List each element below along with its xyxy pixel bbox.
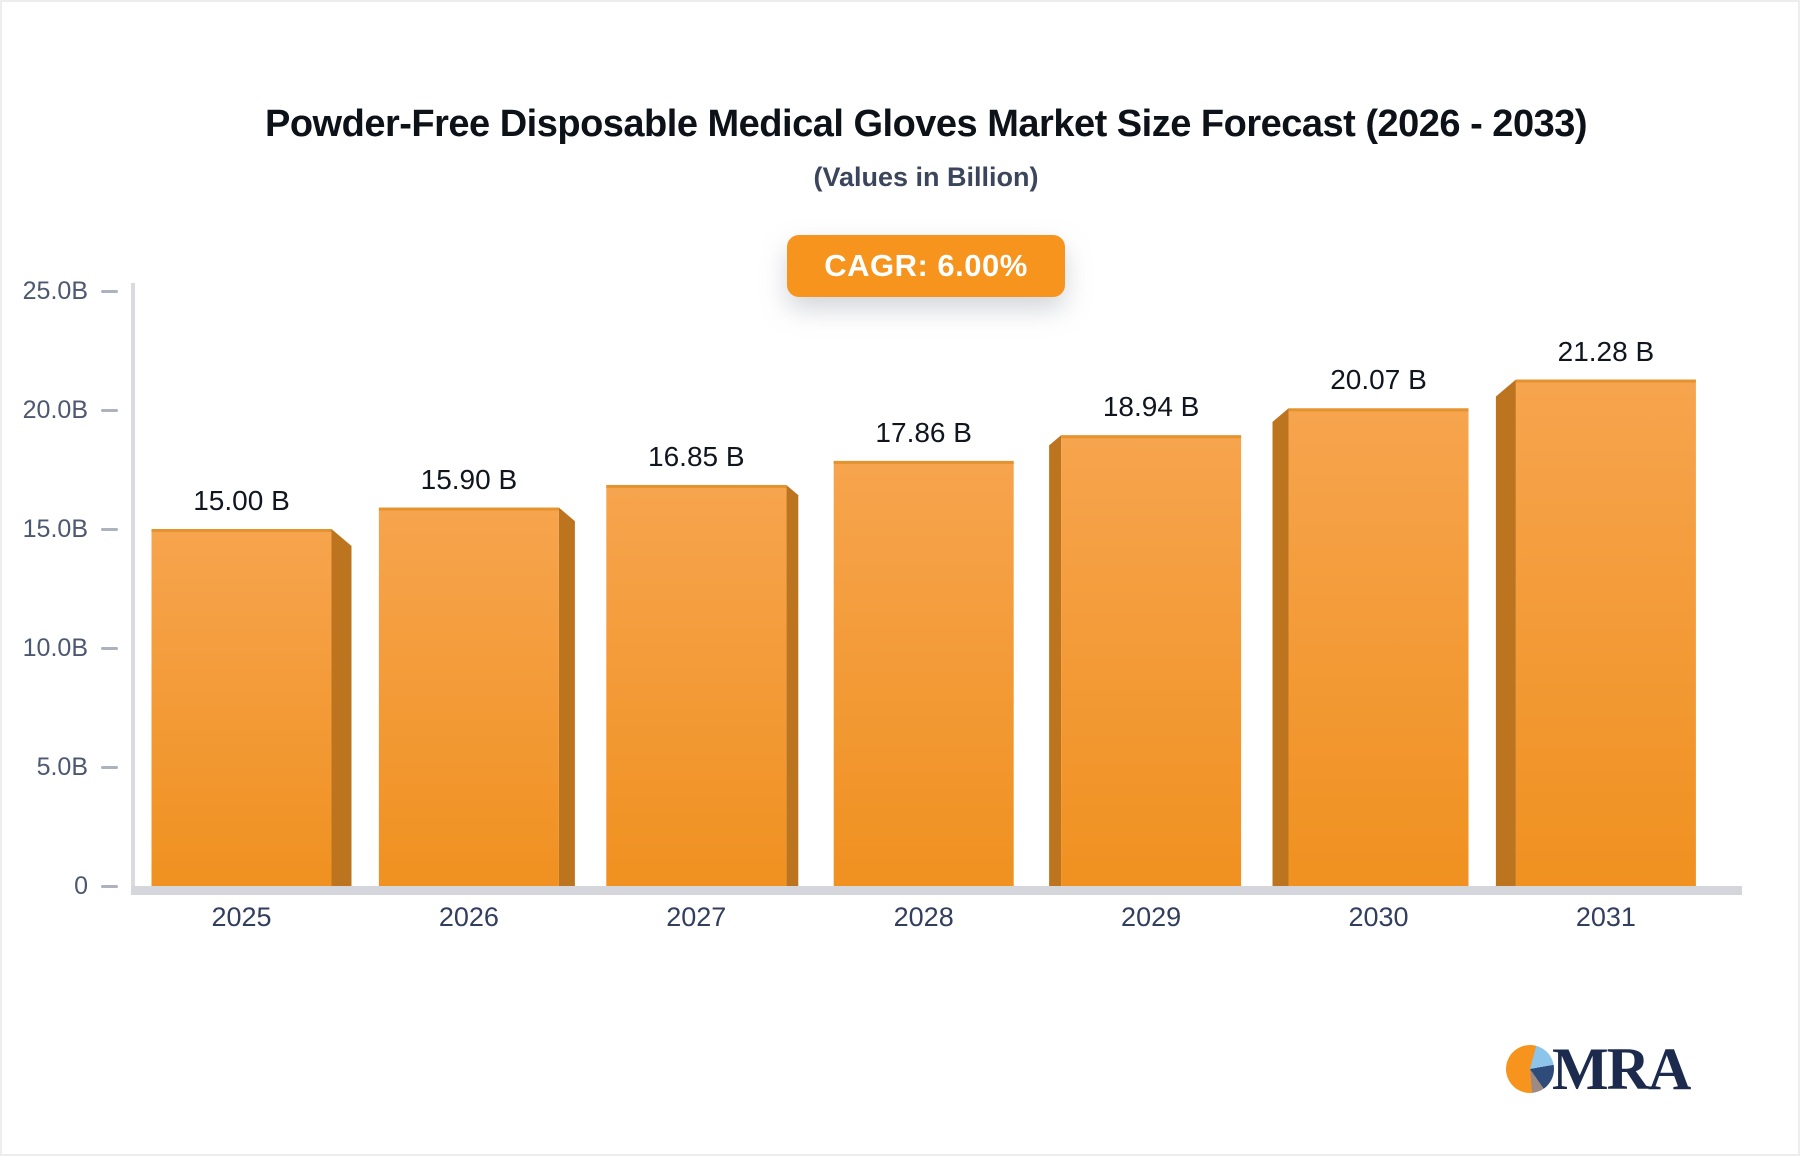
bar-top-edge [606, 484, 787, 488]
mra-logo-text: MRA [1552, 1036, 1691, 1102]
y-tick-label-25.0B: 25.0B [22, 277, 88, 305]
chart-subtitle: (Values in Billion) [813, 162, 1039, 192]
bar-2031 [1495, 379, 1696, 889]
x-axis-baseline [131, 886, 1742, 895]
y-tick-dash [101, 884, 118, 888]
bar-side-face [1049, 435, 1062, 889]
bar-top-edge [1061, 435, 1242, 439]
chart-header: Powder-Free Disposable Medical Gloves Ma… [0, 0, 1800, 297]
mra-pie-icon [1506, 1045, 1554, 1093]
value-label-2028: 17.86 B [875, 416, 972, 448]
y-tick-dash [101, 646, 118, 650]
category-label-2031: 2031 [1575, 902, 1636, 932]
bar-top-edge [833, 460, 1014, 464]
category-label-2030: 2030 [1348, 902, 1409, 932]
bar-2030 [1272, 408, 1469, 889]
chart-title: Powder-Free Disposable Medical Gloves Ma… [265, 103, 1588, 145]
y-tick-label-0: 0 [74, 872, 88, 900]
y-axis-line [131, 283, 135, 891]
value-label-2026: 15.90 B [420, 463, 518, 495]
bar-front-face [833, 460, 1014, 889]
bar-2029 [1049, 435, 1242, 889]
bar-side-face [1272, 408, 1289, 889]
cagr-badge: CAGR: 6.00% [787, 235, 1065, 297]
y-tick-dash [101, 289, 118, 293]
y-tick-dash [101, 408, 118, 412]
y-tick-label-15.0B: 15.0B [22, 515, 88, 543]
bar-front-face [151, 529, 332, 889]
y-tick-label-20.0B: 20.0B [22, 396, 88, 424]
value-label-2027: 16.85 B [648, 440, 745, 472]
bar-front-face [378, 507, 559, 889]
mra-logo: MRA [1506, 1036, 1691, 1102]
value-label-2029: 18.94 B [1102, 391, 1200, 423]
bar-side-face [558, 507, 575, 889]
bar-side-face [331, 529, 352, 889]
category-label-2029: 2029 [1121, 902, 1182, 932]
bar-2028 [833, 460, 1014, 889]
bar-top-edge [378, 507, 559, 511]
category-label-2026: 2026 [438, 902, 499, 932]
bar-front-face [1288, 408, 1469, 889]
y-tick-dash [101, 527, 118, 531]
category-label-2027: 2027 [666, 902, 727, 932]
bar-top-edge [151, 529, 332, 532]
bar-front-face [1515, 379, 1696, 889]
bar-2026 [378, 507, 575, 889]
bar-2025 [151, 529, 352, 889]
category-label-2025: 2025 [211, 902, 272, 932]
bar-side-face [1495, 379, 1516, 889]
category-label-2028: 2028 [893, 902, 954, 932]
y-tick-label-10.0B: 10.0B [22, 634, 88, 662]
value-label-2030: 20.07 B [1330, 364, 1427, 396]
bar-front-face [606, 484, 787, 889]
bar-top-edge [1515, 379, 1696, 383]
y-tick-dash [101, 765, 118, 769]
y-tick-label-5.0B: 5.0B [36, 753, 88, 781]
bar-2027 [606, 484, 799, 889]
bar-front-face [1061, 435, 1242, 889]
value-label-2031: 21.28 B [1557, 335, 1655, 367]
bar-side-face [786, 484, 799, 889]
bar-top-edge [1288, 408, 1469, 412]
value-label-2025: 15.00 B [193, 485, 290, 516]
